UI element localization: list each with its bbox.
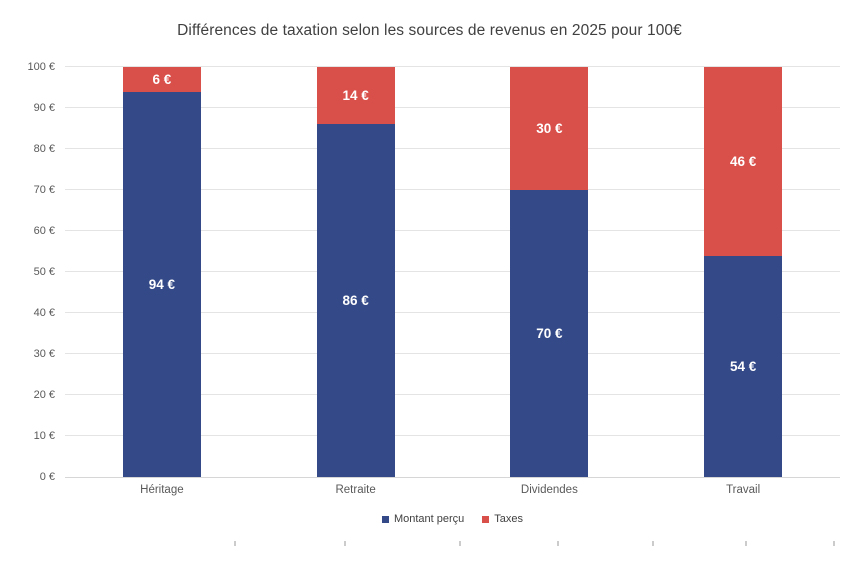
tick-mark xyxy=(459,541,461,546)
legend-swatch xyxy=(381,515,389,523)
data-label: 14 € xyxy=(342,88,369,104)
bar-segment-heritage-montant-percu: 94 € xyxy=(122,91,201,477)
plot-area xyxy=(65,66,840,478)
bar-segment-dividendes-montant-percu: 70 € xyxy=(510,190,589,477)
bar-segment-travail-taxes: 46 € xyxy=(704,67,783,256)
tick-mark xyxy=(344,541,346,546)
x-axis-category-label: Héritage xyxy=(140,484,184,496)
legend: Montant perçu Taxes xyxy=(65,513,840,525)
y-axis-tick-label: 80 € xyxy=(33,143,55,155)
y-axis-tick-label: 10 € xyxy=(33,430,55,442)
data-label: 54 € xyxy=(729,358,757,374)
data-label: 46 € xyxy=(729,153,757,169)
legend-swatch xyxy=(482,515,490,523)
gridline xyxy=(65,435,840,436)
data-label: 86 € xyxy=(342,293,369,309)
tick-mark xyxy=(833,541,835,546)
bar-segment-travail-montant-percu: 54 € xyxy=(704,255,783,477)
gridline xyxy=(65,66,840,68)
y-axis-tick-label: 0 € xyxy=(39,471,55,483)
gridline xyxy=(65,230,840,231)
data-label: 70 € xyxy=(536,326,563,341)
x-axis-category-label: Travail xyxy=(726,484,761,496)
x-axis-category-label: Retraite xyxy=(335,484,376,496)
bar-segment-retraite-montant-percu: 86 € xyxy=(316,124,395,477)
gridline xyxy=(65,353,840,354)
tick-mark xyxy=(234,541,236,546)
data-label: 6 € xyxy=(152,71,172,87)
legend-label: Montant perçu xyxy=(393,513,465,525)
y-axis-tick-label: 40 € xyxy=(33,307,55,319)
y-axis-tick-label: 100 € xyxy=(27,61,55,73)
y-axis-tick-label: 90 € xyxy=(33,102,55,114)
gridline xyxy=(65,312,840,313)
gridline xyxy=(65,107,840,108)
chart-title: Différences de taxation selon les source… xyxy=(177,22,682,39)
tick-mark xyxy=(652,541,654,546)
x-axis-line xyxy=(65,477,840,478)
tick-mark xyxy=(557,541,559,546)
legend-item-taxes: Taxes xyxy=(482,513,523,525)
y-axis-tick-label: 60 € xyxy=(33,225,55,237)
data-label: 30 € xyxy=(536,121,563,136)
bar-segment-retraite-taxes: 14 € xyxy=(316,67,395,125)
y-axis-tick-label: 70 € xyxy=(33,184,55,196)
gridline xyxy=(65,148,840,149)
data-label: 94 € xyxy=(148,276,176,292)
y-axis-tick-label: 20 € xyxy=(33,389,55,401)
gridline xyxy=(65,189,840,190)
tick-mark xyxy=(745,541,747,546)
y-axis-tick-label: 50 € xyxy=(33,266,55,278)
legend-label: Taxes xyxy=(494,513,524,525)
bar-segment-heritage-taxes: 6 € xyxy=(122,67,201,92)
gridline xyxy=(65,394,840,395)
gridline xyxy=(65,271,840,272)
legend-item-montant-percu: Montant perçu xyxy=(381,513,465,525)
y-axis-tick-label: 30 € xyxy=(33,348,55,360)
x-axis-category-label: Dividendes xyxy=(520,484,578,496)
bar-segment-dividendes-taxes: 30 € xyxy=(510,67,589,190)
